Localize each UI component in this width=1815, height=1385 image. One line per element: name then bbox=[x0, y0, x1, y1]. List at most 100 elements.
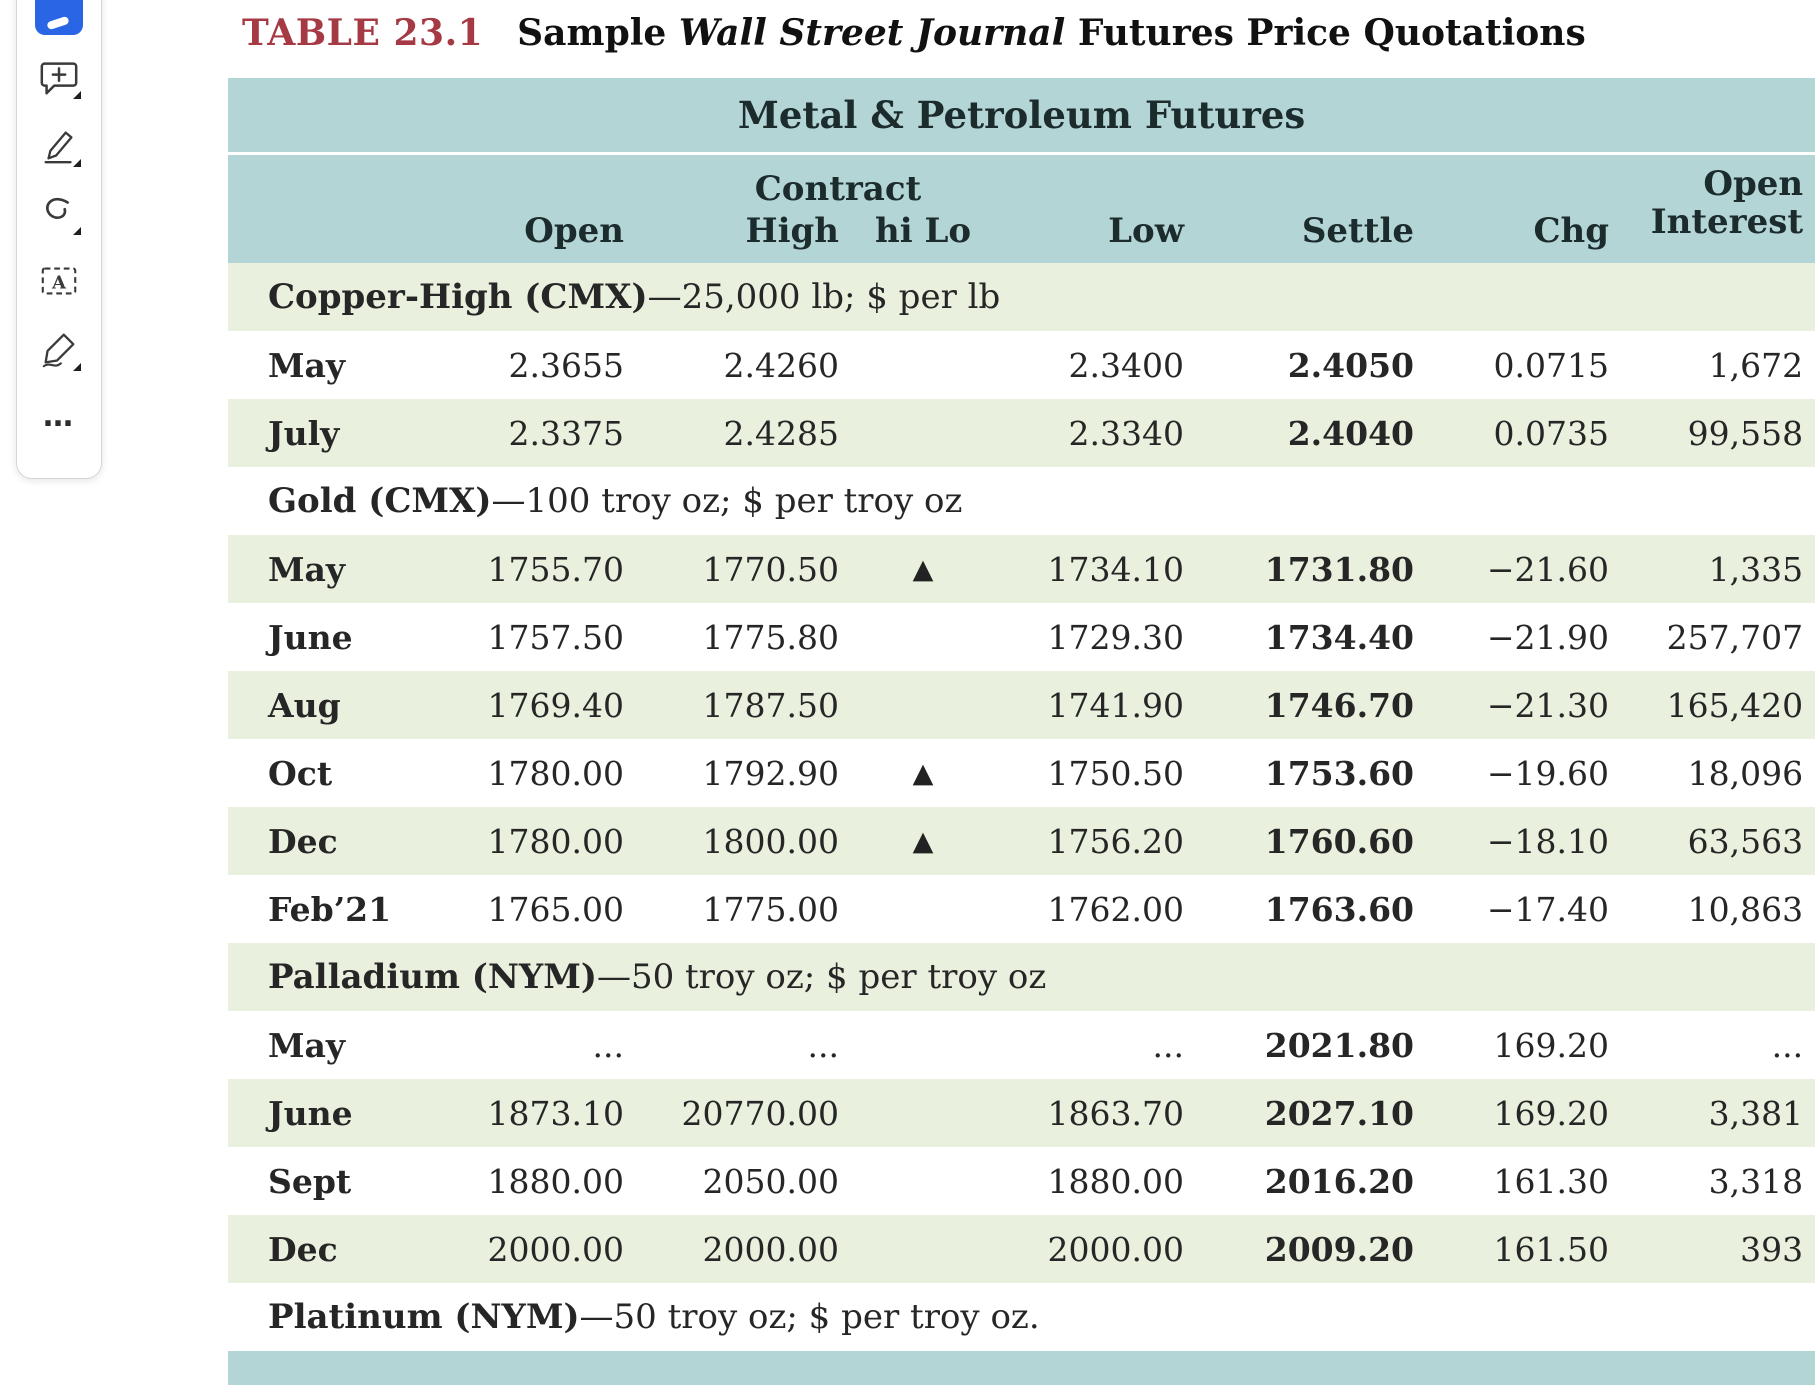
section-header-row: Platinum (NYM)—50 troy oz; $ per troy oz… bbox=[228, 1283, 1815, 1351]
dropdown-corner-icon bbox=[73, 363, 81, 371]
cell-month: Aug bbox=[268, 685, 341, 725]
cell-settle: 2.4040 bbox=[1287, 413, 1414, 453]
cell-chg: 161.50 bbox=[1493, 1229, 1609, 1269]
cell-month: June bbox=[268, 617, 353, 657]
cell-low: 1734.10 bbox=[1047, 549, 1184, 589]
cell-month: Sept bbox=[268, 1161, 352, 1201]
section-title: Palladium (NYM)—50 troy oz; $ per troy o… bbox=[268, 957, 1047, 997]
cell-month: Oct bbox=[268, 753, 333, 793]
cell-open: 1757.50 bbox=[487, 617, 624, 657]
oi-header-line2: Interest bbox=[1650, 202, 1804, 242]
more-tools-button[interactable]: … bbox=[31, 389, 87, 445]
svg-text:A: A bbox=[51, 273, 67, 294]
cell-high: 1787.50 bbox=[702, 685, 839, 725]
fill-and-sign-button[interactable] bbox=[31, 321, 87, 377]
cell-hilo bbox=[863, 875, 983, 943]
cell-hilo bbox=[863, 1011, 983, 1079]
cell-high: 20770.00 bbox=[681, 1093, 839, 1133]
cell-high: 2000.00 bbox=[702, 1229, 839, 1269]
spacer-cell bbox=[1208, 153, 1438, 210]
add-comment-button[interactable] bbox=[31, 49, 87, 105]
cell-month: May bbox=[268, 345, 346, 385]
highlight-button[interactable] bbox=[31, 117, 87, 173]
cell-oi: 1,335 bbox=[1708, 549, 1804, 589]
cell-open: 1880.00 bbox=[487, 1161, 624, 1201]
cell-settle: 1753.60 bbox=[1264, 753, 1414, 793]
cell-oi: ... bbox=[1771, 1025, 1804, 1065]
section-title: Gold (CMX)—100 troy oz; $ per troy oz bbox=[268, 481, 963, 521]
cell-open: 1755.70 bbox=[487, 549, 624, 589]
cell-open: 1769.40 bbox=[487, 685, 624, 725]
col-header-settle: Settle bbox=[1208, 210, 1438, 263]
cell-oi: 3,381 bbox=[1708, 1093, 1804, 1133]
section-header-row: Palladium (NYM)—50 troy oz; $ per troy o… bbox=[228, 943, 1815, 1011]
cell-low: 1863.70 bbox=[1047, 1093, 1184, 1133]
cell-hilo bbox=[863, 671, 983, 739]
col-header-high: High bbox=[648, 210, 863, 263]
table-row: Feb’21 1765.00 1775.00 1762.00 1763.60 −17.40… bbox=[228, 875, 1815, 943]
column-header-row: Open High hi Lo Low Settle Chg bbox=[228, 210, 1815, 263]
cell-chg: 169.20 bbox=[1493, 1025, 1609, 1065]
cell-high: 2.4260 bbox=[723, 345, 839, 385]
cell-settle: 2016.20 bbox=[1264, 1161, 1414, 1201]
spacer-cell bbox=[228, 153, 468, 210]
cell-low: 1741.90 bbox=[1047, 685, 1184, 725]
add-comment-icon bbox=[38, 56, 80, 98]
next-section-band bbox=[228, 1351, 1815, 1385]
cell-settle: 2009.20 bbox=[1264, 1229, 1414, 1269]
dropdown-corner-icon bbox=[73, 159, 81, 167]
cell-settle: 1731.80 bbox=[1264, 549, 1414, 589]
cell-high: 1800.00 bbox=[702, 821, 839, 861]
table-row: Sept 1880.00 2050.00 1880.00 2016.20 161.30 3,… bbox=[228, 1147, 1815, 1215]
cell-chg: −19.60 bbox=[1486, 753, 1609, 793]
cell-settle: 1734.40 bbox=[1264, 617, 1414, 657]
cell-month: May bbox=[268, 549, 346, 589]
cell-open: 1780.00 bbox=[487, 821, 624, 861]
section-header-row: Gold (CMX)—100 troy oz; $ per troy oz bbox=[228, 467, 1815, 535]
cell-hilo bbox=[863, 1079, 983, 1147]
oi-header-line1: Open bbox=[1703, 163, 1804, 204]
col-header-hilo: hi Lo bbox=[863, 210, 983, 263]
highlight-pen-icon bbox=[38, 124, 80, 166]
cell-open: 1765.00 bbox=[487, 889, 624, 929]
cell-low: 1729.30 bbox=[1047, 617, 1184, 657]
cell-open: 2.3655 bbox=[508, 345, 624, 385]
cell-hilo bbox=[863, 1147, 983, 1215]
cell-hilo bbox=[863, 603, 983, 671]
cell-month: May bbox=[268, 1025, 346, 1065]
selected-tool-badge[interactable] bbox=[35, 0, 83, 35]
col-header-open: Open bbox=[468, 210, 648, 263]
table-row: May 1755.70 1770.50 ▲ 1734.10 1731.80 −21.60 1,… bbox=[228, 535, 1815, 603]
table-caption: TABLE 23.1 Sample Wall Street Journal Fut… bbox=[242, 12, 1815, 54]
table-row: June 1757.50 1775.80 1729.30 1734.40 −21.90 25… bbox=[228, 603, 1815, 671]
cell-oi: 99,558 bbox=[1687, 413, 1804, 453]
section-title: Platinum (NYM)—50 troy oz; $ per troy oz… bbox=[268, 1297, 1040, 1337]
cell-month: Feb’21 bbox=[268, 889, 392, 929]
cell-high: 1775.00 bbox=[702, 889, 839, 929]
cell-low: 1750.50 bbox=[1047, 753, 1184, 793]
cell-chg: 0.0715 bbox=[1493, 345, 1609, 385]
spacer-cell bbox=[228, 210, 468, 263]
cell-low: 2000.00 bbox=[1047, 1229, 1184, 1269]
cell-open: 2000.00 bbox=[487, 1229, 624, 1269]
draw-button[interactable] bbox=[31, 185, 87, 241]
cell-settle: 2021.80 bbox=[1264, 1025, 1414, 1065]
add-text-box-button[interactable]: A bbox=[31, 253, 87, 309]
cell-settle: 1746.70 bbox=[1264, 685, 1414, 725]
dropdown-corner-icon bbox=[73, 91, 81, 99]
table-number: TABLE 23.1 bbox=[242, 12, 484, 54]
cell-oi: 393 bbox=[1740, 1229, 1804, 1269]
cell-low: 1756.20 bbox=[1047, 821, 1184, 861]
cell-hilo: ▲ bbox=[912, 825, 934, 857]
col-header-low: Low bbox=[983, 210, 1208, 263]
caption-text-italic: Wall Street Journal bbox=[678, 12, 1066, 54]
cell-open: 1873.10 bbox=[487, 1093, 624, 1133]
cell-low: ... bbox=[1152, 1025, 1184, 1065]
text-box-icon: A bbox=[38, 260, 80, 302]
cell-oi: 18,096 bbox=[1687, 753, 1804, 793]
cell-high: 1770.50 bbox=[702, 549, 839, 589]
cell-high: 2.4285 bbox=[723, 413, 839, 453]
selected-tool-glyph bbox=[46, 15, 70, 31]
more-tools-icon: … bbox=[43, 399, 75, 434]
table-banner: Metal & Petroleum Futures bbox=[228, 78, 1815, 155]
